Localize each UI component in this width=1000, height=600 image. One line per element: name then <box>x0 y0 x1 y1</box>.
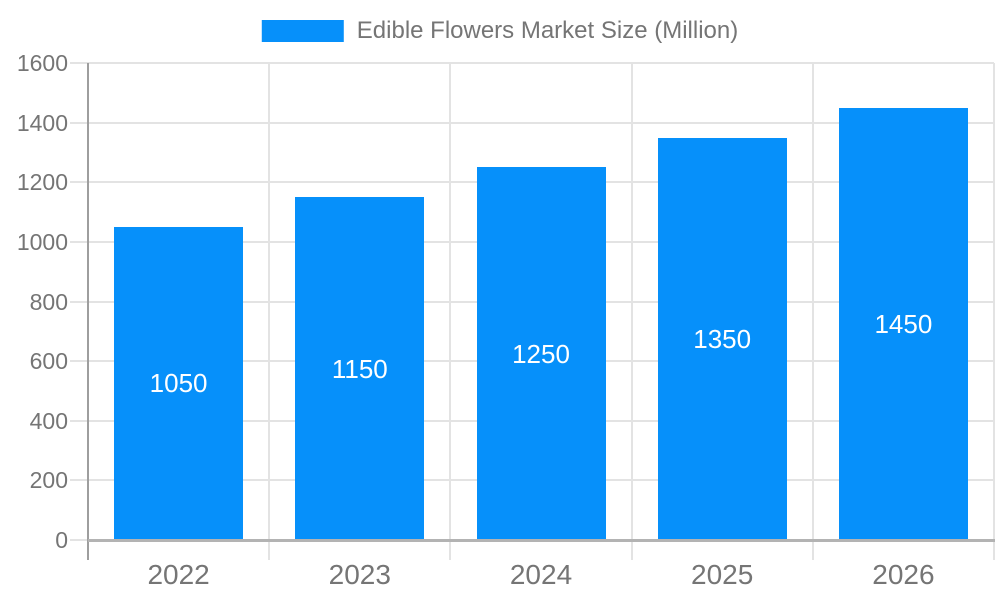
y-tick <box>70 360 88 363</box>
bar-2025[interactable] <box>657 137 787 540</box>
bar-2024[interactable] <box>476 167 606 540</box>
y-tick <box>70 419 88 422</box>
x-tick-label: 2025 <box>691 559 754 590</box>
y-tick-label: 400 <box>29 407 68 434</box>
y-tick-label: 1000 <box>16 228 68 255</box>
bar-value-label: 1250 <box>512 338 570 369</box>
x-gridline <box>449 63 452 540</box>
legend-swatch-icon <box>261 20 344 42</box>
bar-value-label: 1050 <box>149 368 208 399</box>
y-tick <box>70 300 88 303</box>
chart-legend[interactable]: Edible Flowers Market Size (Million) <box>261 17 739 44</box>
x-gridline <box>630 63 633 540</box>
x-gridline <box>268 63 271 540</box>
y-tick <box>70 121 88 124</box>
x-gridline <box>811 63 814 540</box>
y-tick <box>70 479 88 482</box>
legend-label: Edible Flowers Market Size (Million) <box>356 17 739 44</box>
y-tick <box>70 62 88 64</box>
y-tick-label: 600 <box>29 348 68 375</box>
bar-value-label: 1450 <box>874 308 933 339</box>
x-tick <box>449 541 452 560</box>
x-gridline <box>993 63 995 540</box>
x-tick <box>993 541 995 560</box>
y-gridline <box>88 121 994 124</box>
x-tick-label: 2022 <box>147 559 210 590</box>
y-axis-line <box>87 63 89 560</box>
y-tick-label: 800 <box>29 288 68 315</box>
x-tick-label: 2026 <box>872 559 935 590</box>
y-tick-label: 200 <box>29 467 68 494</box>
x-tick-label: 2024 <box>509 559 573 590</box>
x-tick <box>268 541 271 560</box>
x-axis-baseline <box>88 538 995 542</box>
y-tick <box>70 240 88 243</box>
y-tick-label: 1600 <box>16 50 68 76</box>
bar-2026[interactable] <box>838 107 968 540</box>
bar-2022[interactable] <box>114 226 244 540</box>
y-tick-label: 0 <box>55 527 68 553</box>
y-tick <box>70 181 88 184</box>
y-tick-label: 1200 <box>16 169 68 196</box>
y-gridline <box>88 62 994 64</box>
bar-value-label: 1350 <box>693 323 752 354</box>
bar-2023[interactable] <box>295 197 425 540</box>
bar-value-label: 1150 <box>331 353 388 384</box>
y-tick <box>70 539 88 541</box>
y-tick-label: 1400 <box>16 109 68 136</box>
x-tick-label: 2023 <box>328 559 391 590</box>
x-tick <box>811 541 814 560</box>
x-tick <box>630 541 633 560</box>
